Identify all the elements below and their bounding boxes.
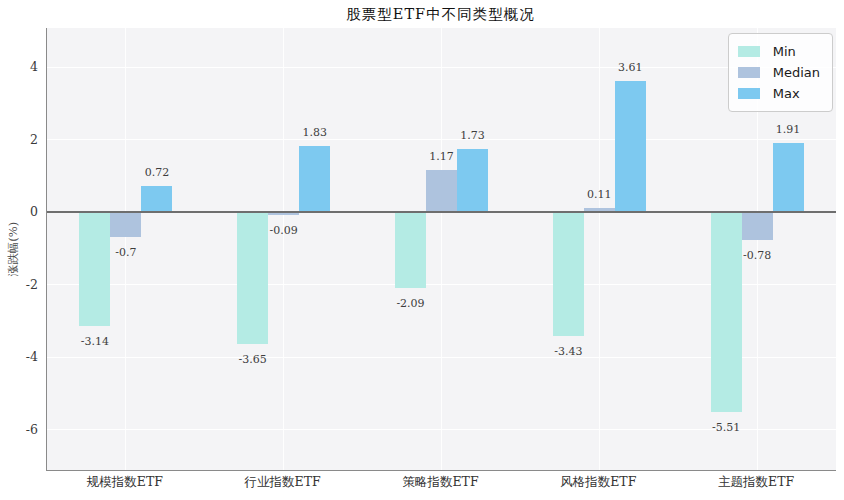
bar-median-4	[742, 212, 773, 240]
x-category-label: 行业指数ETF	[208, 474, 358, 491]
bar-median-0	[110, 212, 141, 237]
bar-value-label: 0.72	[127, 166, 187, 179]
bar-max-0	[141, 186, 172, 212]
legend: Min Median Max	[728, 33, 833, 112]
bar-max-4	[773, 143, 804, 212]
bar-value-label: 3.61	[600, 61, 660, 74]
y-tick-label: 2	[0, 131, 38, 149]
legend-item-min: Min	[738, 41, 820, 62]
x-category-label: 策略指数ETF	[366, 474, 516, 491]
y-tick-label: -4	[0, 348, 38, 366]
plot-area: -3.14 -3.65 -2.09 -3.43 -5.51 -0.7 -0.09 1.17 0.…	[46, 28, 836, 471]
chart-title: 股票型ETF中不同类型概况	[46, 5, 835, 24]
chart: 股票型ETF中不同类型概况 涨跌幅(%) -3.14 -3.65 -2.09 -3.4…	[0, 0, 844, 500]
y-tick-label: -2	[0, 276, 38, 294]
y-tick-label: 0	[0, 203, 38, 221]
bar-value-label: 1.91	[758, 123, 818, 136]
legend-label-median: Median	[773, 62, 820, 83]
bar-min-3	[553, 212, 584, 336]
gridline-x-1	[283, 28, 284, 470]
legend-label-min: Min	[773, 41, 796, 62]
legend-label-max: Max	[773, 83, 800, 104]
x-category-label: 规模指数ETF	[50, 474, 200, 491]
gridline-x-3	[599, 28, 600, 470]
y-tick-label: -6	[0, 421, 38, 439]
gridline-x-2	[441, 28, 442, 470]
bar-value-label: -3.65	[223, 353, 283, 366]
bar-value-label: -0.78	[727, 249, 787, 262]
bar-value-label: 1.17	[412, 150, 472, 163]
bar-value-label: -3.14	[65, 335, 125, 348]
bar-value-label: -2.09	[381, 297, 441, 310]
bar-min-2	[395, 212, 426, 288]
legend-item-max: Max	[738, 83, 820, 104]
y-axis-label: 涨跌幅(%)	[6, 222, 21, 276]
min-color-swatch	[738, 46, 760, 57]
bar-value-label: 1.73	[443, 129, 503, 142]
bar-value-label: 0.11	[569, 188, 629, 201]
zero-line	[47, 211, 836, 213]
x-category-label: 风格指数ETF	[523, 474, 673, 491]
bar-value-label: -0.7	[96, 246, 156, 259]
legend-item-median: Median	[738, 62, 820, 83]
max-color-swatch	[738, 88, 760, 99]
bar-min-0	[79, 212, 110, 326]
bar-median-2	[426, 170, 457, 212]
bar-value-label: -0.09	[254, 224, 314, 237]
bar-max-1	[299, 146, 330, 212]
bar-min-4	[711, 212, 742, 412]
bar-value-label: -5.51	[696, 421, 756, 434]
bar-value-label: 1.83	[285, 126, 345, 139]
x-category-label: 主题指数ETF	[681, 474, 831, 491]
median-color-swatch	[738, 67, 760, 78]
y-tick-label: 4	[0, 58, 38, 76]
bar-value-label: -3.43	[538, 345, 598, 358]
